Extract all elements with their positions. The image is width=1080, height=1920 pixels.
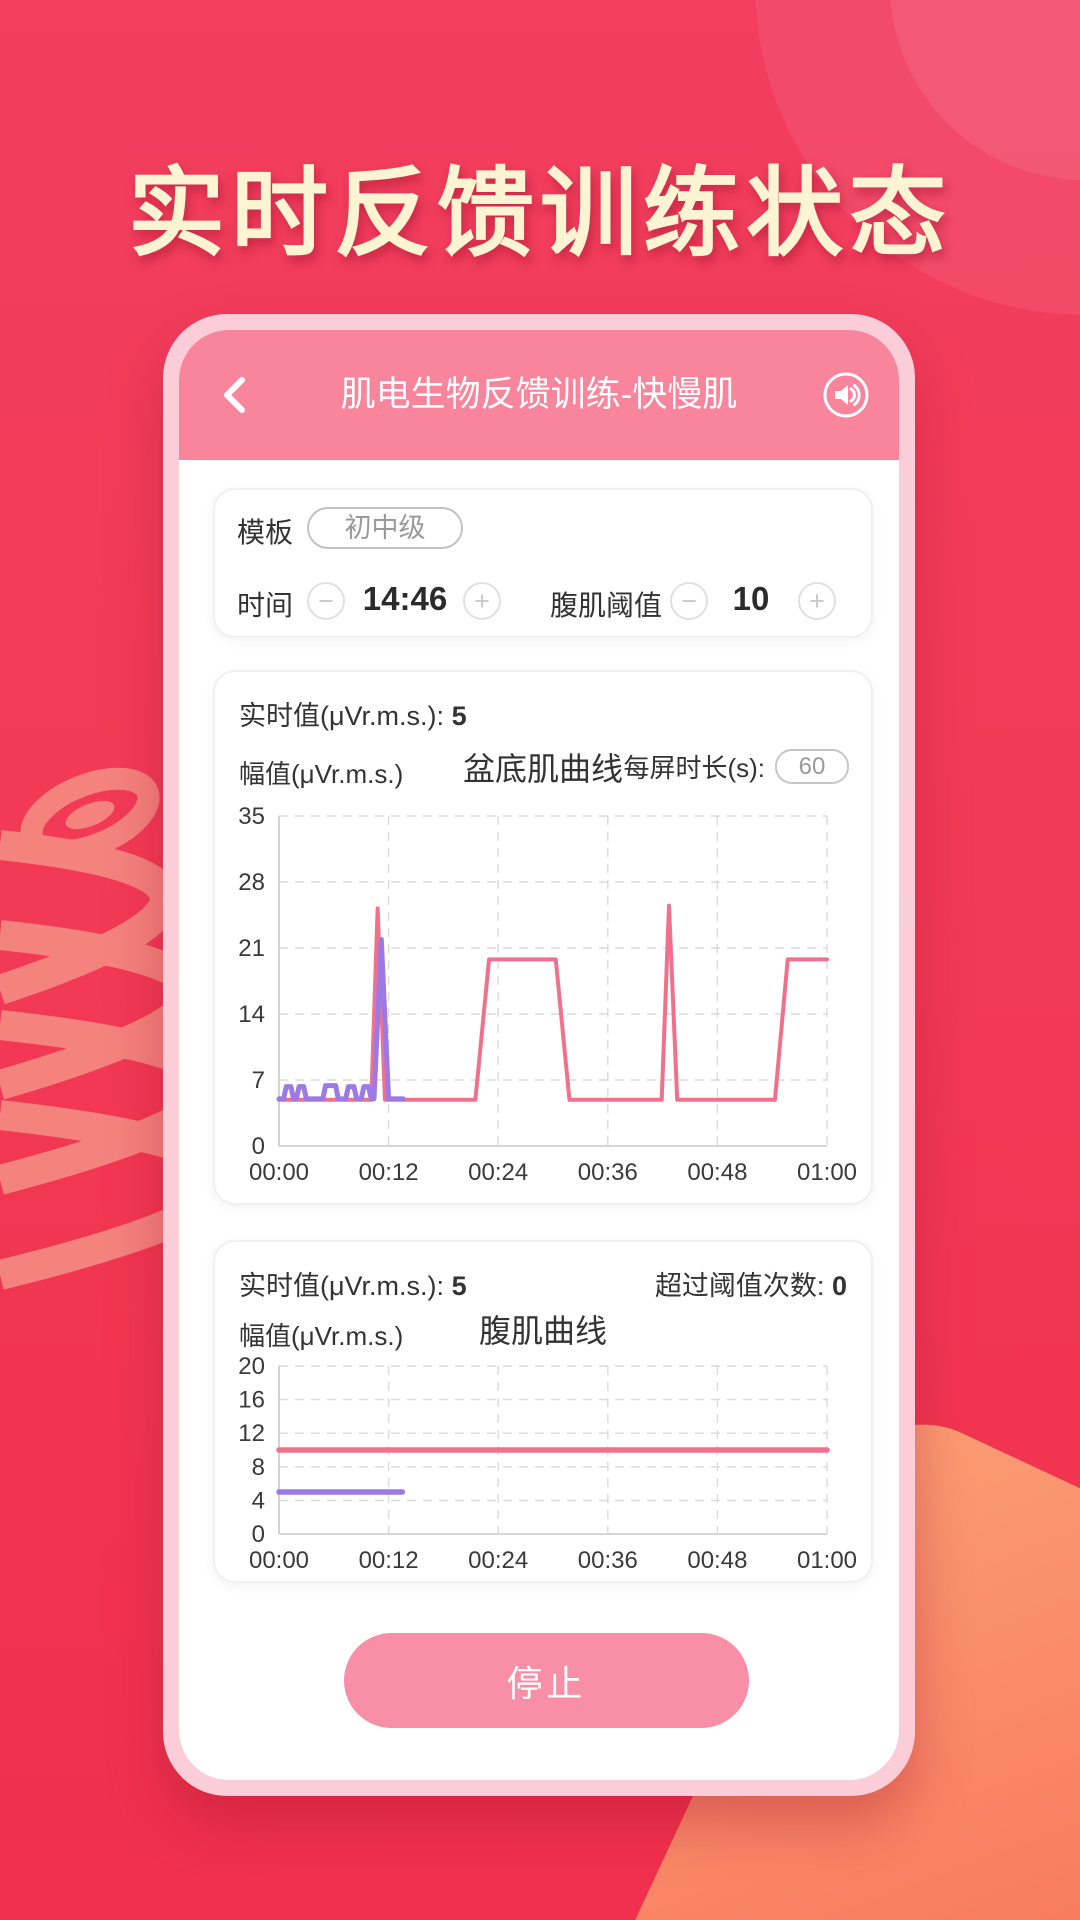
svg-text:00:12: 00:12: [359, 1159, 419, 1186]
pelvic-amplitude-label: 幅值(μVr.m.s.): [239, 759, 404, 789]
app-header: 肌电生物反馈训练-快慢肌: [179, 330, 899, 460]
time-value: 14:46: [362, 580, 448, 617]
svg-text:16: 16: [238, 1387, 265, 1414]
svg-text:00:48: 00:48: [687, 1159, 747, 1186]
pelvic-chart-title: 盆底肌曲线: [462, 751, 623, 787]
threshold-minus-button[interactable]: −: [670, 582, 708, 620]
svg-text:8: 8: [252, 1454, 265, 1481]
sound-button[interactable]: [821, 370, 871, 420]
svg-text:00:36: 00:36: [578, 1547, 638, 1574]
phone-mockup: 肌电生物反馈训练-快慢肌 模板 初中级 时间 − 14:46 +: [163, 314, 915, 1796]
svg-text:28: 28: [238, 869, 265, 896]
svg-text:00:24: 00:24: [468, 1159, 528, 1186]
app-header-title: 肌电生物反馈训练-快慢肌: [340, 375, 738, 414]
template-label: 模板: [237, 517, 294, 548]
svg-text:12: 12: [238, 1420, 265, 1447]
time-label: 时间: [237, 590, 294, 621]
hero-title: 实时反馈训练状态: [128, 159, 952, 268]
svg-text:00:00: 00:00: [249, 1159, 309, 1186]
svg-text:4: 4: [252, 1487, 265, 1514]
svg-text:00:36: 00:36: [578, 1159, 638, 1186]
stop-button[interactable]: 停止: [344, 1633, 749, 1728]
back-button[interactable]: [209, 368, 263, 422]
svg-text:00:48: 00:48: [687, 1547, 747, 1574]
pelvic-chart-card: 实时值(μVr.m.s.): 5 幅值(μVr.m.s.) 盆底肌曲线 每屏时长…: [213, 670, 873, 1205]
svg-text:0: 0: [252, 1521, 265, 1548]
svg-text:00:24: 00:24: [468, 1547, 528, 1574]
over-threshold-row: 超过阈值次数: 0: [655, 1264, 847, 1303]
settings-card: 模板 初中级 时间 − 14:46 + 腹肌阈值 − 10 +: [213, 488, 873, 638]
pelvic-chart-svg: 0 7 14 21 28 35 00:00 00:12 00:24 00:36 00:48 01:00: [238, 803, 857, 1186]
threshold-value: 10: [732, 580, 770, 617]
abdominal-realtime-value: 5: [451, 1271, 467, 1301]
screen-time-group: 每屏时长(s): 60: [623, 748, 849, 785]
chevron-left-icon: [224, 377, 245, 413]
svg-text:00:00: 00:00: [249, 1547, 309, 1574]
svg-text:35: 35: [238, 803, 265, 830]
abdominal-realtime-label: 实时值(μVr.m.s.):: [239, 1271, 445, 1301]
pelvic-realtime-value: 5: [451, 701, 467, 731]
over-threshold-label: 超过阈值次数:: [654, 1271, 825, 1301]
svg-text:21: 21: [238, 935, 265, 962]
threshold-label: 腹肌阈值: [550, 590, 663, 621]
abdominal-chart-title: 腹肌曲线: [478, 1313, 607, 1349]
over-threshold-value: 0: [831, 1271, 847, 1301]
svg-text:01:00: 01:00: [797, 1547, 857, 1574]
svg-text:0: 0: [252, 1133, 265, 1160]
screen-time-pill[interactable]: 60: [775, 749, 849, 784]
abdominal-realtime-row: 实时值(μVr.m.s.): 5: [239, 1264, 467, 1303]
pelvic-realtime-row: 实时值(μVr.m.s.): 5: [239, 694, 467, 733]
time-minus-button[interactable]: −: [307, 582, 345, 620]
abdominal-chart-card: 实时值(μVr.m.s.): 5 超过阈值次数: 0 幅值(μVr.m.s.) …: [213, 1240, 873, 1583]
pelvic-realtime-label: 实时值(μVr.m.s.):: [239, 701, 445, 731]
threshold-plus-button[interactable]: +: [798, 582, 836, 620]
speaker-icon: [823, 372, 869, 418]
abdominal-amplitude-label: 幅值(μVr.m.s.): [239, 1321, 404, 1351]
abdominal-chart-svg: 0 4 8 12 16 20 00:00 00:12 00:24 00:36 00:48 01:00: [238, 1353, 857, 1574]
svg-text:7: 7: [252, 1067, 265, 1094]
svg-text:00:12: 00:12: [359, 1547, 419, 1574]
phone-screen: 肌电生物反馈训练-快慢肌 模板 初中级 时间 − 14:46 +: [179, 330, 899, 1780]
svg-text:20: 20: [238, 1353, 265, 1380]
svg-text:14: 14: [238, 1001, 265, 1028]
template-pill[interactable]: 初中级: [307, 507, 463, 549]
svg-text:01:00: 01:00: [797, 1159, 857, 1186]
screen-time-label: 每屏时长(s):: [623, 753, 765, 783]
time-plus-button[interactable]: +: [463, 582, 501, 620]
